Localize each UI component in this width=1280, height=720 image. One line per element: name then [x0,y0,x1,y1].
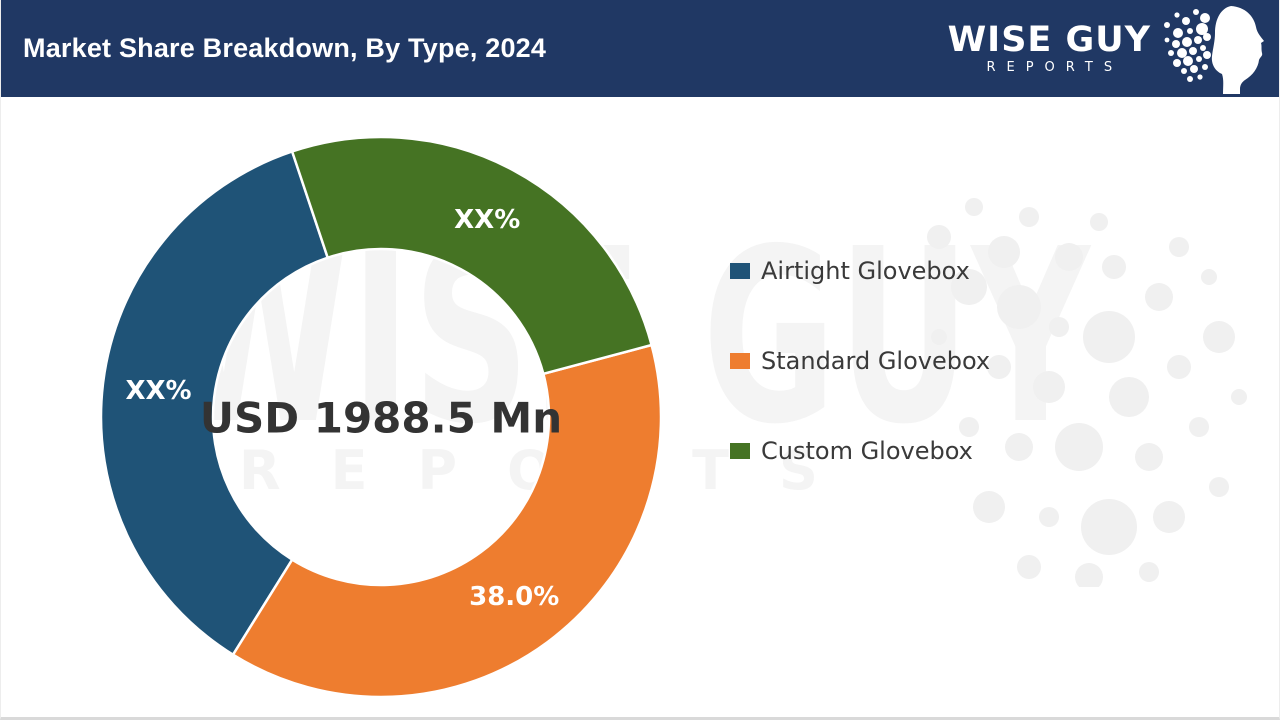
donut-slice [99,149,330,657]
page-title: Market Share Breakdown, By Type, 2024 [23,33,547,63]
donut-slice-label: XX% [125,376,191,406]
donut-slice [290,135,654,376]
legend-swatch-icon [730,353,750,369]
legend-label: Airtight Glovebox [761,257,970,285]
legend-item: Custom Glovebox [730,434,990,468]
logo-wordmark: WISE GUY [947,20,1151,61]
legend-swatch-icon [730,443,750,459]
legend-label: Standard Glovebox [761,347,991,375]
donut-slice-label: 38.0% [469,582,559,612]
chart-area: WISE GUY REPORTS XX% [1,97,1279,717]
header: Market Share Breakdown, By Type, 2024 WI… [1,0,1279,97]
legend-swatch-icon [730,263,750,279]
logo-subtitle: REPORTS [986,59,1124,75]
legend-label: Custom Glovebox [761,437,973,465]
logo-text: WISE GUY REPORTS [948,22,1151,75]
donut-slice-label: XX% [454,205,520,235]
legend: Airtight Glovebox Standard Glovebox Custom… [730,254,990,524]
donut-center-label: USD 1988.5 Mn [199,393,563,443]
donut-slice [231,343,663,699]
donut-chart: XX% 38.0% XX% [99,135,663,699]
legend-item: Standard Glovebox [730,344,990,378]
wiseguy-logo: WISE GUY REPORTS [948,3,1271,94]
legend-item: Airtight Glovebox [730,254,990,288]
logo-face-icon [1164,6,1264,94]
